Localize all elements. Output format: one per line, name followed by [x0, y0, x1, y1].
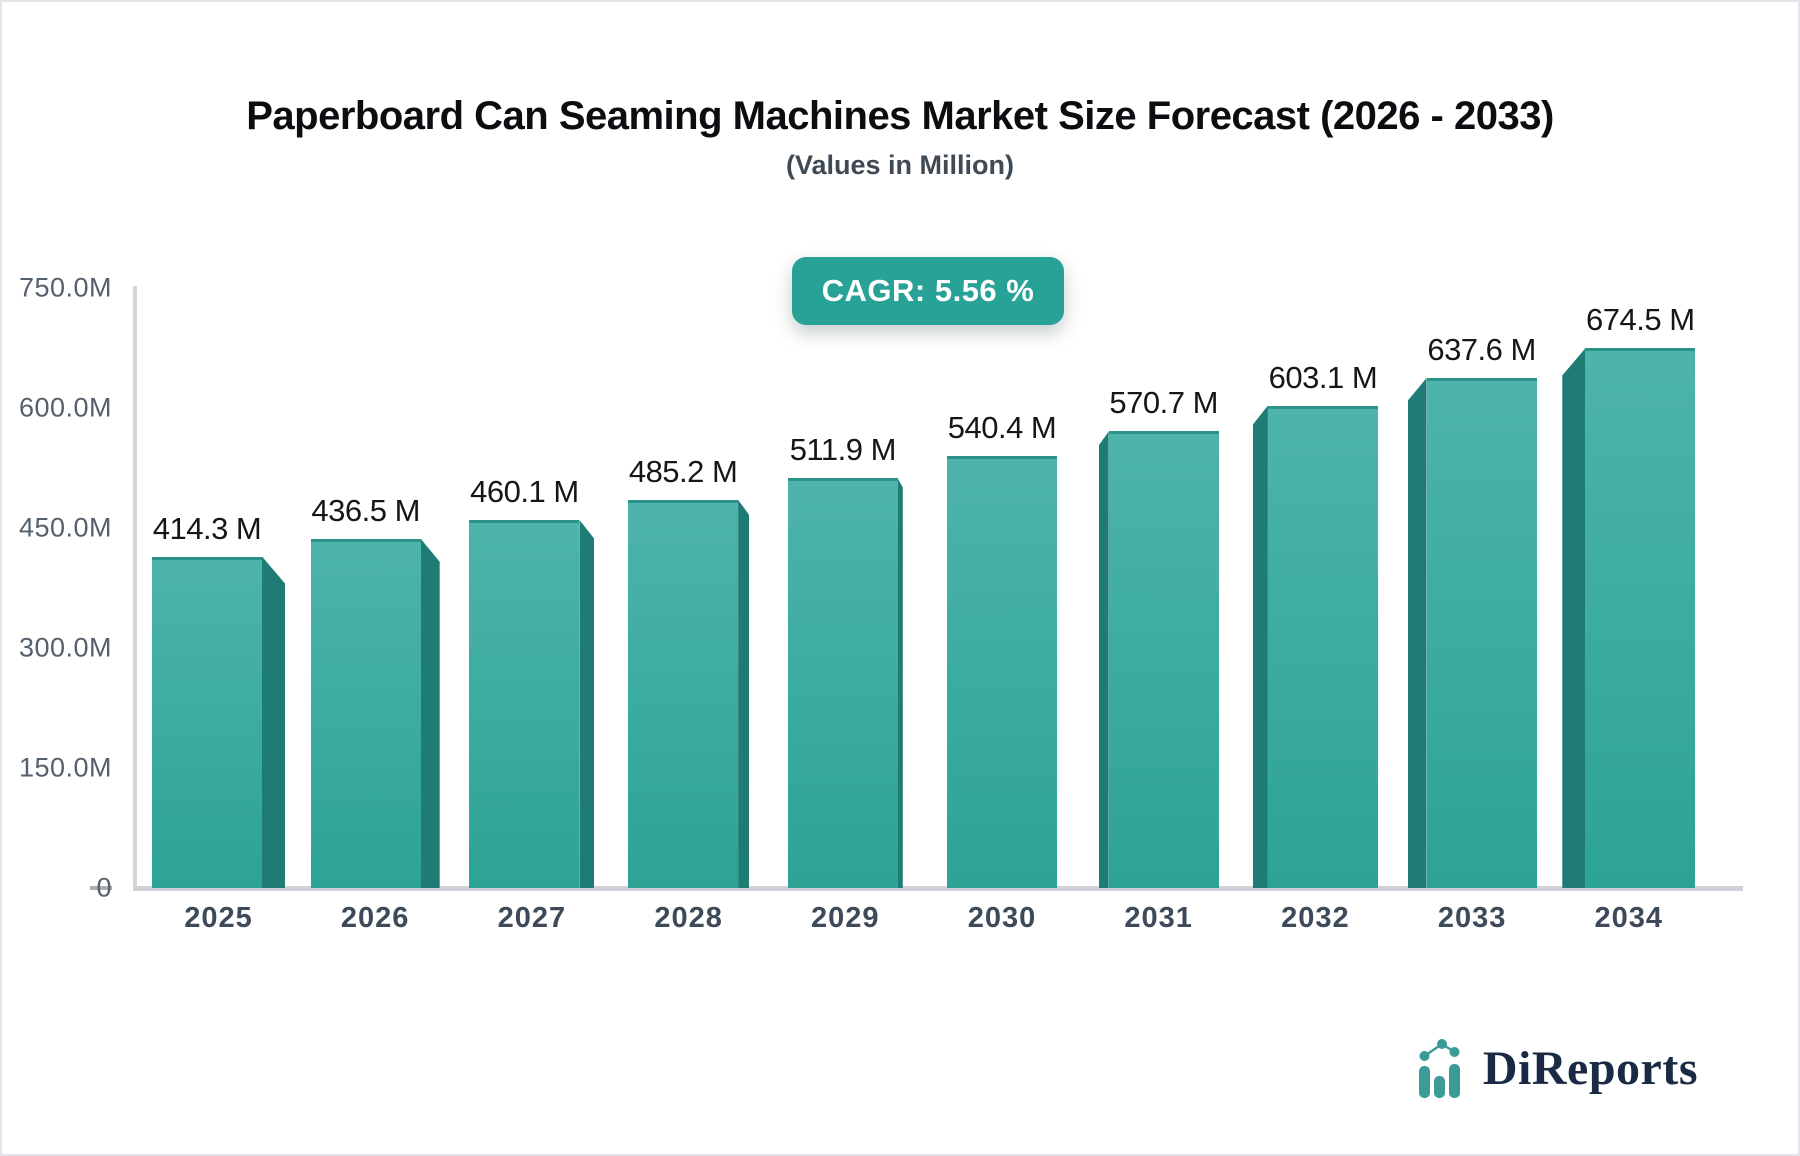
bar-line-chart-icon — [1418, 1039, 1460, 1098]
bar-face — [1426, 377, 1537, 888]
x-tick-label-2034: 2034 — [1594, 902, 1664, 934]
x-axis-baseline — [133, 886, 1743, 891]
bar-face — [947, 455, 1057, 888]
bar-face — [787, 478, 898, 888]
chart-title: Paperboard Can Seaming Machines Market S… — [246, 94, 1554, 138]
y-axis-line — [133, 286, 137, 888]
zero-tick-mark — [90, 886, 112, 890]
bar-side-3d — [262, 556, 285, 888]
value-label-2031: 570.7 M — [1109, 385, 1218, 421]
bar-face — [1585, 348, 1696, 888]
y-tick-label-150.0M: 150.0M — [18, 752, 112, 783]
bar-2033[interactable] — [1407, 377, 1537, 888]
value-label-2029: 511.9 M — [789, 432, 897, 468]
x-tick-label-2031: 2031 — [1124, 902, 1193, 934]
bar-2026[interactable] — [310, 538, 440, 888]
x-tick-label-2028: 2028 — [654, 902, 723, 934]
y-tick-label-450.0M: 450.0M — [18, 512, 112, 543]
bar-face — [1108, 431, 1219, 888]
bar-face — [469, 519, 580, 888]
bar-face — [628, 499, 739, 888]
bar-side-3d — [897, 478, 903, 888]
bar-2032[interactable] — [1252, 405, 1378, 888]
cagr-badge: CAGR: 5.56 % — [792, 257, 1064, 325]
bar-2034[interactable] — [1562, 348, 1696, 888]
bar-side-3d — [420, 538, 440, 888]
y-tick-label-300.0M: 300.0M — [18, 632, 112, 663]
x-tick-label-2032: 2032 — [1281, 902, 1350, 934]
bar-2028[interactable] — [628, 499, 750, 888]
value-label-2030: 540.4 M — [947, 409, 1057, 445]
bar-2029[interactable] — [787, 478, 903, 888]
y-tick-label-750.0M: 750.0M — [18, 272, 112, 303]
bar-side-3d — [1562, 348, 1586, 888]
x-tick-label-2030: 2030 — [967, 902, 1037, 934]
brand-name: DiReports — [1482, 1042, 1698, 1095]
cagr-badge-label: CAGR: 5.56 % — [821, 273, 1035, 308]
x-tick-label-2027: 2027 — [497, 902, 567, 934]
bar-2031[interactable] — [1098, 431, 1219, 888]
value-label-2034: 674.5 M — [1586, 302, 1695, 338]
x-tick-label-2026: 2026 — [340, 902, 410, 934]
y-tick-label-600.0M: 600.0M — [18, 392, 112, 423]
bar-face — [152, 556, 262, 888]
bar-face — [310, 538, 421, 888]
bar-2027[interactable] — [469, 519, 595, 888]
value-label-2032: 603.1 M — [1268, 359, 1378, 395]
bar-2030[interactable] — [947, 455, 1057, 888]
value-label-2033: 637.6 M — [1427, 331, 1536, 367]
value-label-2025: 414.3 M — [152, 510, 262, 546]
x-tick-label-2025: 2025 — [184, 902, 253, 934]
x-tick-label-2029: 2029 — [811, 902, 880, 934]
bar-side-3d — [1098, 431, 1109, 888]
bar-side-3d — [1407, 377, 1427, 888]
bar-side-3d — [738, 499, 750, 888]
y-tick-label-0: 0 — [96, 872, 112, 903]
brand-logo: DiReports — [1417, 1038, 1698, 1098]
bar-face — [1267, 405, 1378, 888]
bar-side-3d — [579, 519, 595, 888]
bar-2025[interactable] — [152, 556, 285, 888]
value-label-2027: 460.1 M — [470, 473, 579, 509]
chart-subtitle: (Values in Million) — [785, 150, 1015, 180]
bar-side-3d — [1252, 405, 1268, 888]
value-label-2026: 436.5 M — [311, 492, 420, 528]
x-tick-label-2033: 2033 — [1437, 902, 1507, 934]
value-label-2028: 485.2 M — [628, 453, 738, 489]
